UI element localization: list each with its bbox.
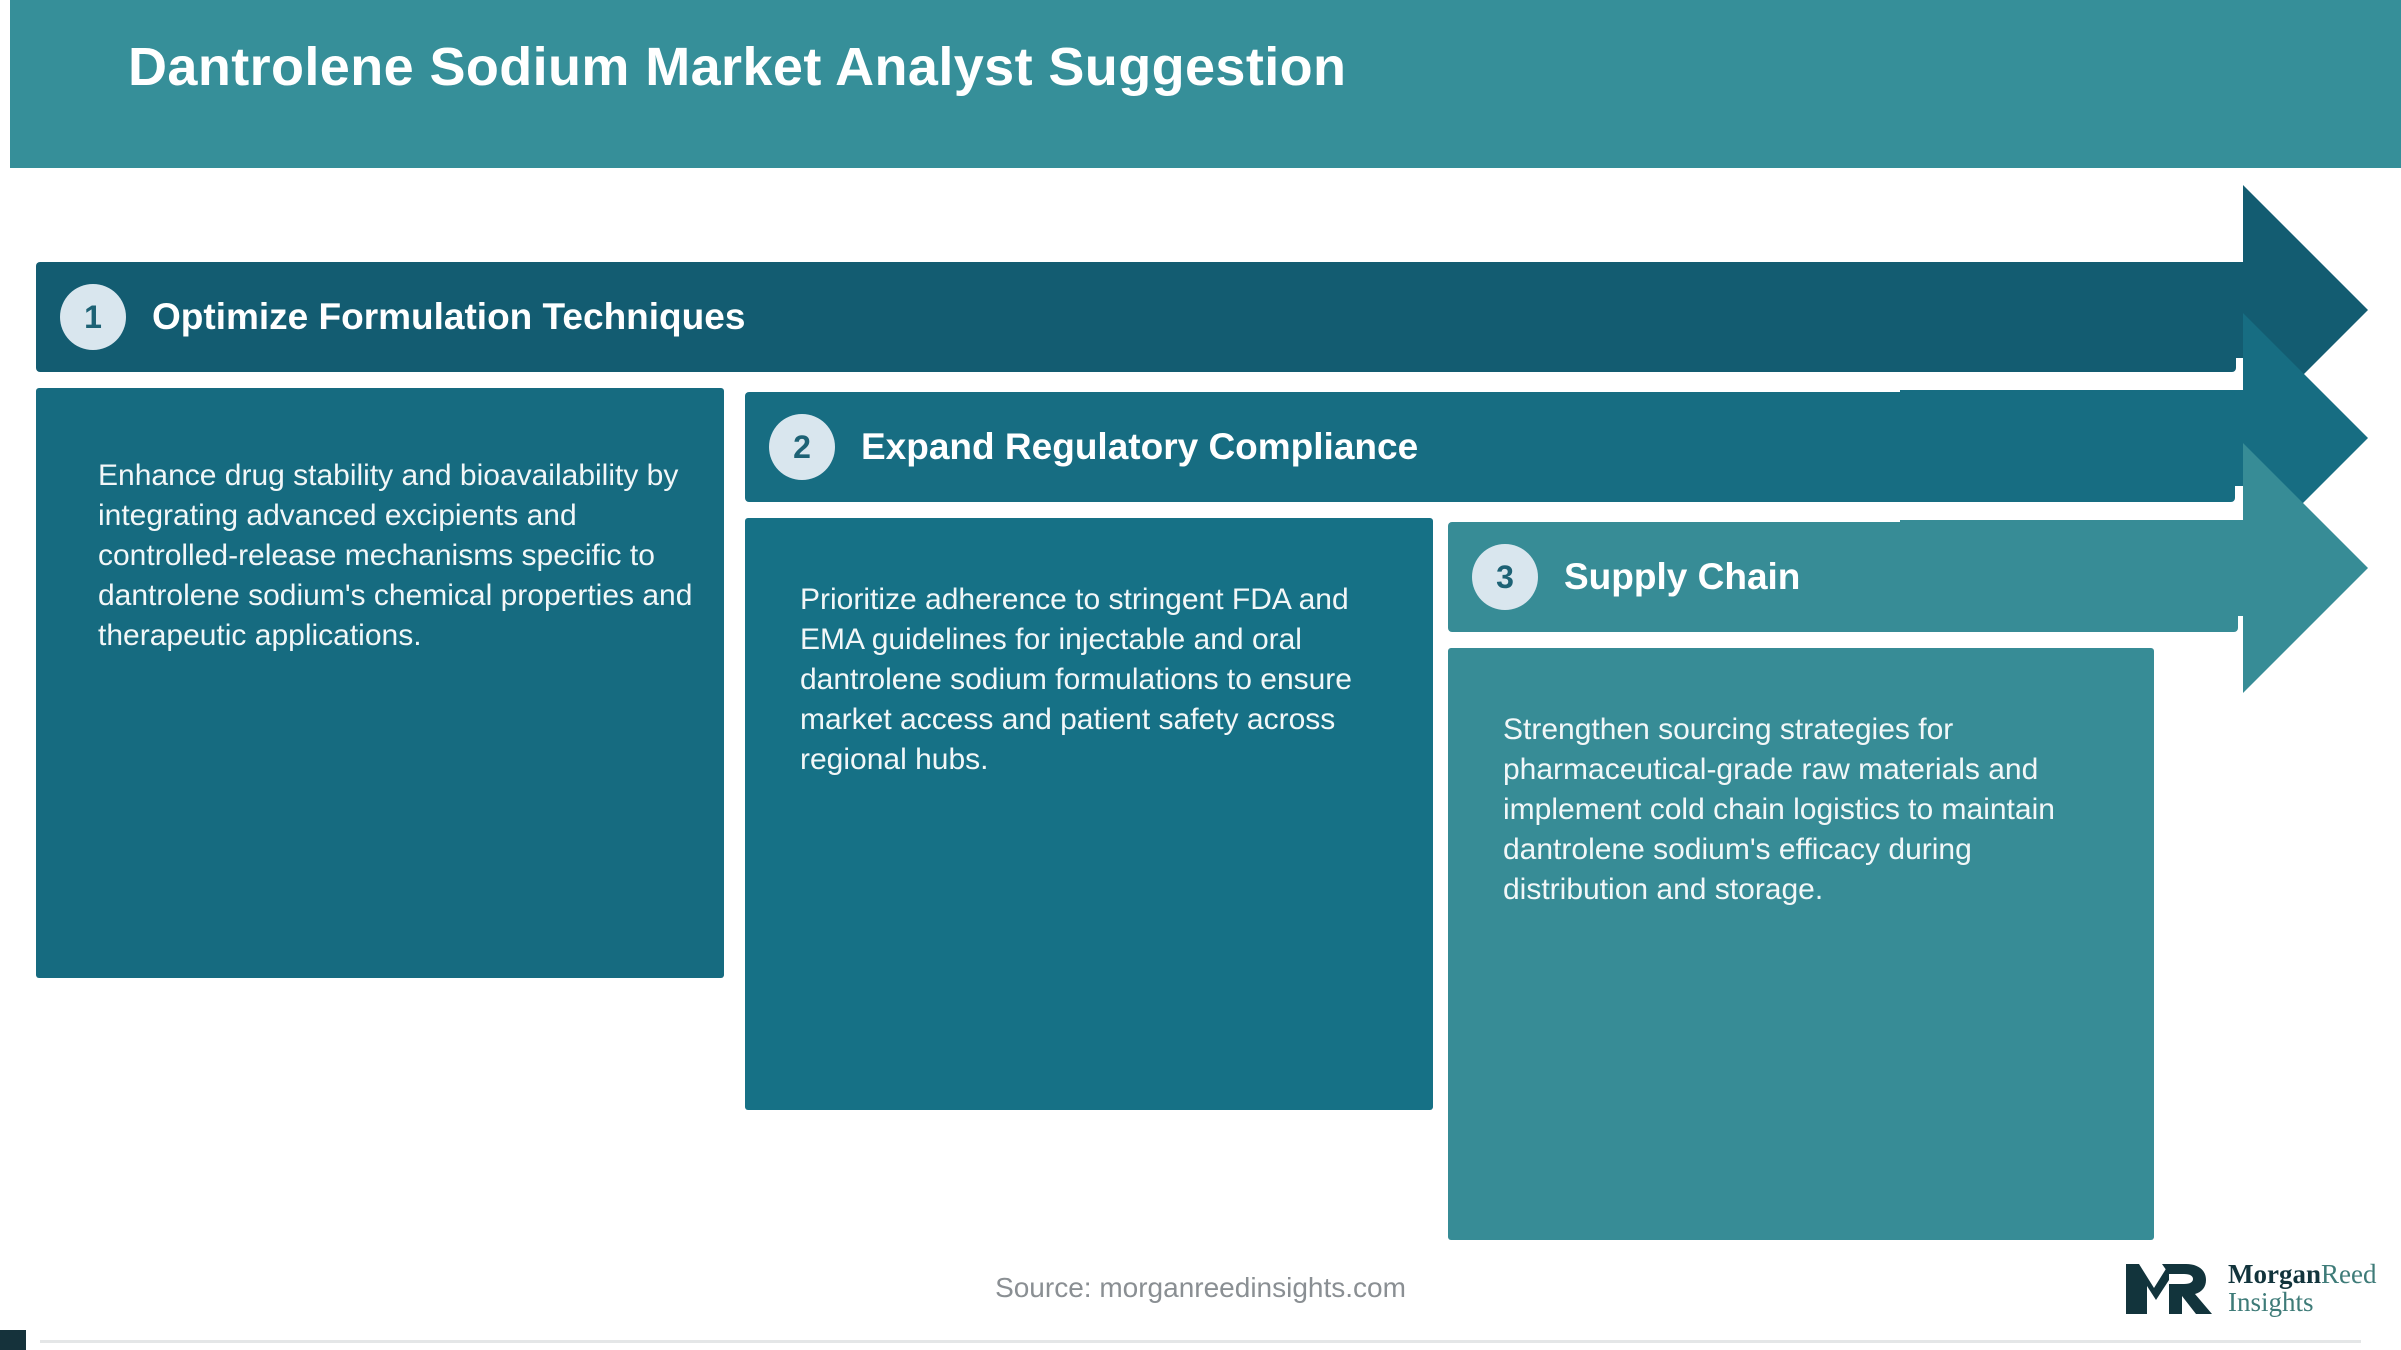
mr-monogram-icon bbox=[2126, 1264, 2212, 1314]
step-header-2[interactable]: 2 Expand Regulatory Compliance bbox=[745, 392, 2235, 502]
footer-corner-accent bbox=[0, 1330, 26, 1350]
logo-insights-text: Insights bbox=[2228, 1287, 2314, 1317]
step-number-1: 1 bbox=[84, 298, 102, 335]
banner-left-edge bbox=[0, 0, 10, 168]
title-banner: Dantrolene Sodium Market Analyst Suggest… bbox=[0, 0, 2401, 168]
step-title-1: Optimize Formulation Techniques bbox=[152, 296, 746, 337]
step-body-1: Enhance drug stability and bioavailabili… bbox=[36, 388, 724, 978]
brand-logo: MorganReed Insights bbox=[2122, 1258, 2376, 1318]
logo-reed-text: Reed bbox=[2320, 1258, 2377, 1289]
step-title-2: Expand Regulatory Compliance bbox=[861, 426, 1419, 467]
step-badge-2: 2 bbox=[769, 414, 835, 480]
logo-line-primary: MorganReed bbox=[2228, 1260, 2376, 1288]
step-header-1[interactable]: 1 Optimize Formulation Techniques bbox=[36, 262, 2236, 372]
logo-morgan-text: Morgan bbox=[2228, 1258, 2321, 1289]
step-text-2: Prioritize adherence to stringent FDA an… bbox=[800, 583, 1352, 776]
step-number-2: 2 bbox=[793, 428, 811, 465]
page-title: Dantrolene Sodium Market Analyst Suggest… bbox=[128, 37, 1347, 97]
step-badge-1: 1 bbox=[60, 284, 126, 350]
step-header-3[interactable]: 3 Supply Chain bbox=[1448, 522, 2238, 632]
step-body-3: Strengthen sourcing strategies for pharm… bbox=[1448, 648, 2154, 1240]
logo-wordmark: MorganReed Insights bbox=[2228, 1260, 2376, 1316]
step-text-1: Enhance drug stability and bioavailabili… bbox=[98, 459, 693, 652]
step-body-2: Prioritize adherence to stringent FDA an… bbox=[745, 518, 1433, 1110]
footer-divider bbox=[40, 1340, 2361, 1343]
step-title-3: Supply Chain bbox=[1564, 556, 1801, 597]
step-number-3: 3 bbox=[1496, 558, 1514, 595]
source-attribution: Source: morganreedinsights.com bbox=[995, 1272, 1406, 1303]
step-text-3: Strengthen sourcing strategies for pharm… bbox=[1503, 713, 2055, 906]
step-badge-3: 3 bbox=[1472, 544, 1538, 610]
